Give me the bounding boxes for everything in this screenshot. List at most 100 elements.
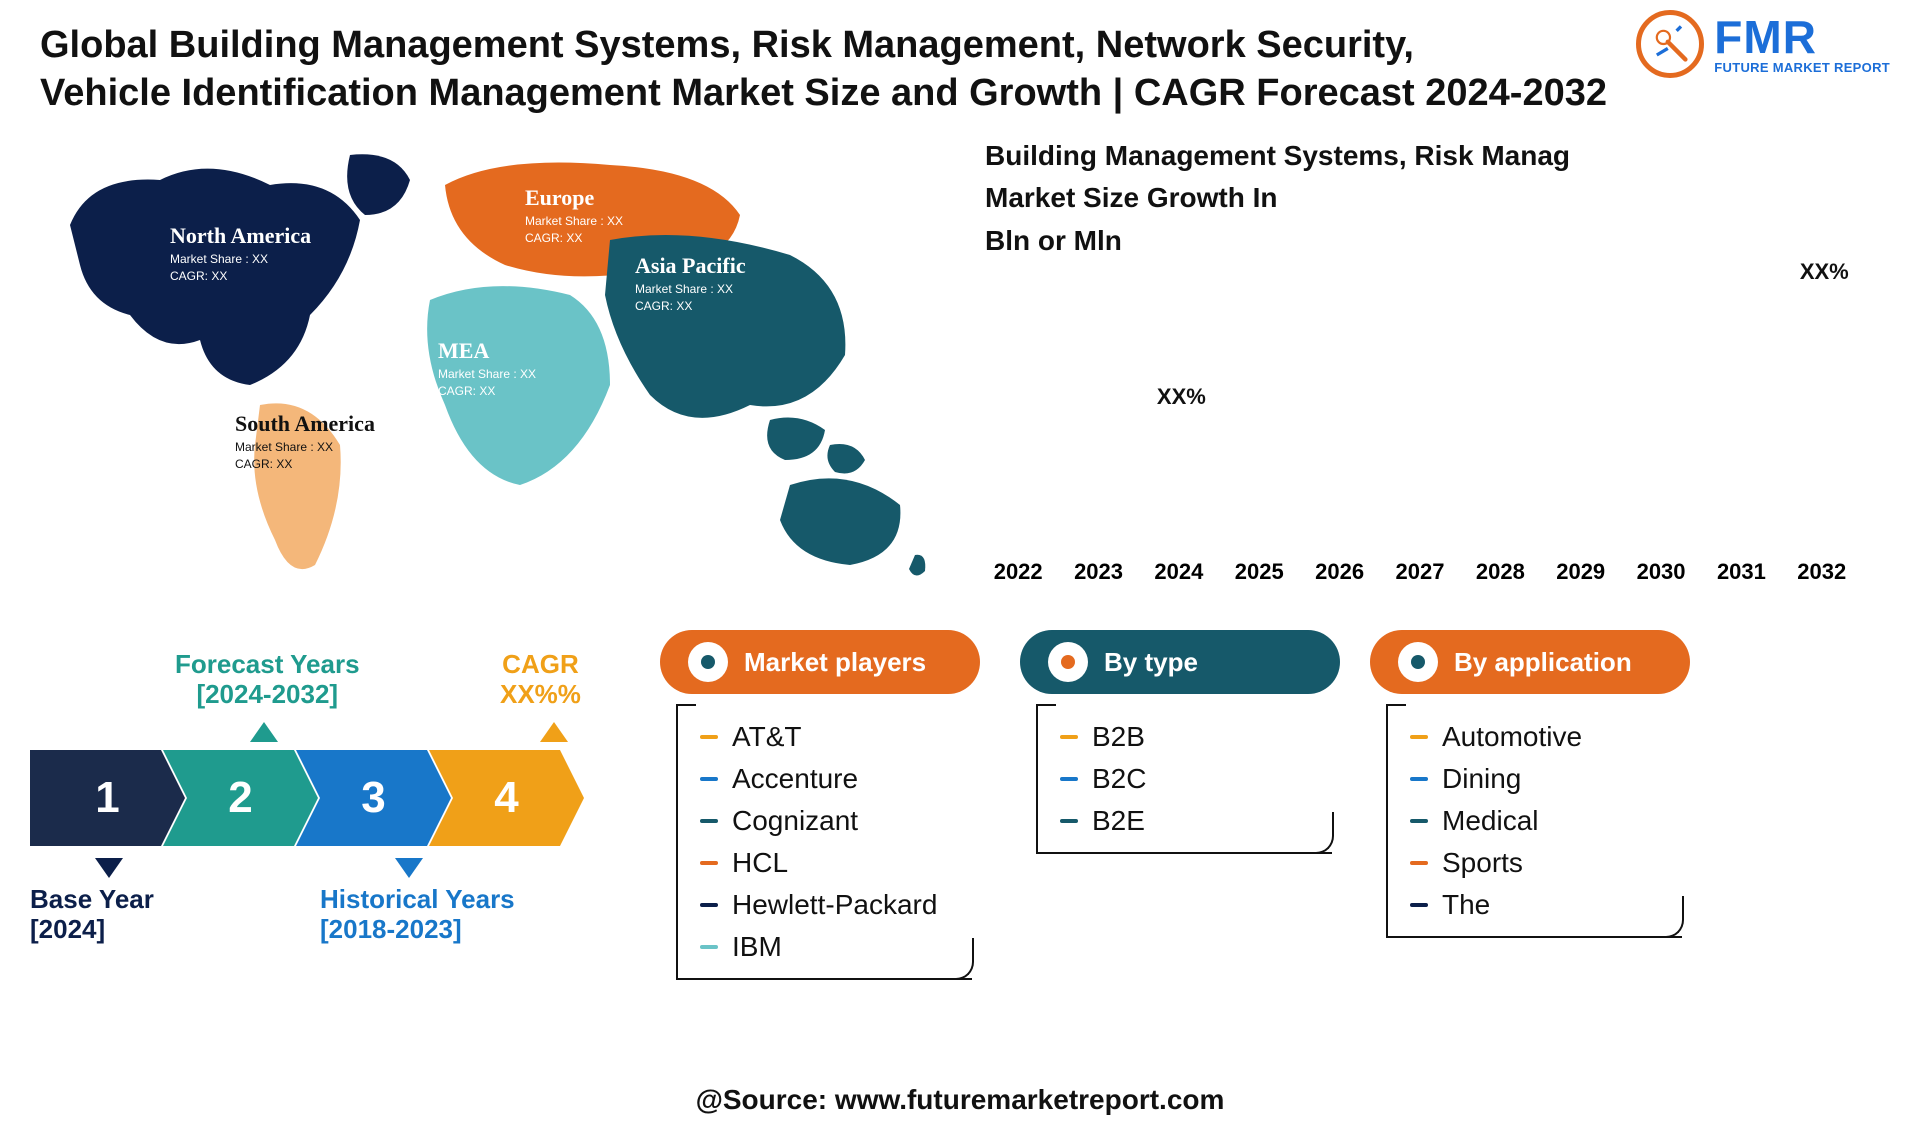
pill-dot-icon	[1398, 642, 1438, 682]
list-item-label: Dining	[1442, 763, 1521, 795]
section-by-type: By type B2B B2C B2E	[1020, 630, 1340, 854]
section-label: By application	[1454, 647, 1632, 678]
fmr-logo: FMR FUTURE MARKET REPORT	[1636, 10, 1890, 78]
growth-bar-chart: Building Management Systems, Risk Manag …	[985, 138, 1865, 585]
list-item: Dining	[1388, 758, 1682, 800]
cagr-label-2032: XX%	[1800, 259, 1849, 285]
pill-dot-icon	[1048, 642, 1088, 682]
list-item-label: Automotive	[1442, 721, 1582, 753]
list-item-label: AT&T	[732, 721, 801, 753]
year-label-2025: 2025	[1226, 559, 1292, 585]
section-pill: Market players	[660, 630, 980, 694]
list-item-label: HCL	[732, 847, 788, 879]
list-item: Medical	[1388, 800, 1682, 842]
bullet-icon	[1410, 819, 1428, 823]
section-list: Automotive Dining Medical Sports The	[1386, 706, 1682, 938]
list-item: IBM	[678, 926, 972, 968]
year-label-2026: 2026	[1306, 559, 1372, 585]
region-label-north-america: North AmericaMarket Share : XXCAGR: XX	[170, 225, 311, 285]
list-item-label: The	[1442, 889, 1490, 921]
year-label-2029: 2029	[1548, 559, 1614, 585]
year-label-2030: 2030	[1628, 559, 1694, 585]
year-label-2024: 2024	[1146, 559, 1212, 585]
pill-dot-icon	[688, 642, 728, 682]
list-item: The	[1388, 884, 1682, 926]
section-list: B2B B2C B2E	[1036, 706, 1332, 854]
year-label-2023: 2023	[1065, 559, 1131, 585]
list-item-label: B2B	[1092, 721, 1145, 753]
bullet-icon	[1410, 903, 1428, 907]
world-map: North AmericaMarket Share : XXCAGR: XX So…	[50, 145, 950, 585]
section-pill: By type	[1020, 630, 1340, 694]
list-item-label: Cognizant	[732, 805, 858, 837]
list-item: Automotive	[1388, 716, 1682, 758]
timeline-chevrons: Forecast Years[2024-2032]CAGRXX%%1234Bas…	[30, 660, 620, 760]
list-item: HCL	[678, 842, 972, 884]
year-label-2027: 2027	[1387, 559, 1453, 585]
logo-tagline: FUTURE MARKET REPORT	[1714, 60, 1890, 75]
region-label-mea: MEAMarket Share : XXCAGR: XX	[438, 340, 536, 400]
list-item-label: B2C	[1092, 763, 1146, 795]
bullet-icon	[700, 735, 718, 739]
chart-title-1: Building Management Systems, Risk Manag	[985, 138, 1865, 174]
page-title: Global Building Management Systems, Risk…	[40, 22, 1660, 117]
chart-title-3: Bln or Mln	[985, 223, 1865, 259]
chart-canvas: 2022 2023 2024 2025 2026 2027 2028 2029 2030 2031…	[985, 265, 1855, 585]
list-item: B2B	[1038, 716, 1332, 758]
triangle-up-icon	[540, 722, 568, 742]
section-label: Market players	[744, 647, 926, 678]
region-label-europe: EuropeMarket Share : XXCAGR: XX	[525, 187, 623, 247]
section-market-players: Market players AT&T Accenture Cognizant HCL H…	[660, 630, 980, 980]
telescope-icon	[1636, 10, 1704, 78]
source-credit: @Source: www.futuremarketreport.com	[0, 1084, 1920, 1116]
bullet-icon	[1410, 861, 1428, 865]
list-item-label: Hewlett-Packard	[732, 889, 937, 921]
year-label-2031: 2031	[1708, 559, 1774, 585]
bullet-icon	[700, 819, 718, 823]
list-item: Cognizant	[678, 800, 972, 842]
list-item-label: IBM	[732, 931, 782, 963]
list-item-label: B2E	[1092, 805, 1145, 837]
region-nz	[909, 555, 925, 576]
region-greenland	[347, 154, 410, 215]
list-item: Sports	[1388, 842, 1682, 884]
list-item-label: Sports	[1442, 847, 1523, 879]
logo-brand: FMR	[1714, 14, 1890, 60]
timeline-step-1: 1	[30, 750, 185, 846]
bullet-icon	[1060, 777, 1078, 781]
cagr-label-2024: XX%	[1157, 384, 1206, 410]
chart-title-2: Market Size Growth In	[985, 180, 1865, 216]
triangle-down-icon	[395, 858, 423, 878]
list-item: Accenture	[678, 758, 972, 800]
list-item-label: Medical	[1442, 805, 1538, 837]
bar-group	[985, 284, 1855, 549]
bullet-icon	[1060, 819, 1078, 823]
bullet-icon	[700, 777, 718, 781]
region-label-asia-pacific: Asia PacificMarket Share : XXCAGR: XX	[635, 255, 746, 315]
year-label-2028: 2028	[1467, 559, 1533, 585]
year-axis: 2022 2023 2024 2025 2026 2027 2028 2029 2030 2031…	[985, 559, 1855, 585]
triangle-up-icon	[250, 722, 278, 742]
bullet-icon	[700, 945, 718, 949]
list-item: Hewlett-Packard	[678, 884, 972, 926]
year-label-2032: 2032	[1789, 559, 1855, 585]
bullet-icon	[1410, 777, 1428, 781]
region-sea-islands	[767, 418, 865, 474]
region-australia	[780, 478, 900, 565]
bullet-icon	[1060, 735, 1078, 739]
region-label-south-america: South AmericaMarket Share : XXCAGR: XX	[235, 413, 375, 473]
timeline-step-2: 2	[163, 750, 318, 846]
bullet-icon	[700, 903, 718, 907]
timeline-step-4: 4	[429, 750, 584, 846]
list-item: AT&T	[678, 716, 972, 758]
title-line-2: Vehicle Identification Management Market…	[40, 70, 1660, 118]
year-label-2022: 2022	[985, 559, 1051, 585]
bullet-icon	[1410, 735, 1428, 739]
triangle-down-icon	[95, 858, 123, 878]
list-item: B2C	[1038, 758, 1332, 800]
list-item-label: Accenture	[732, 763, 858, 795]
timeline-step-3: 3	[296, 750, 451, 846]
list-item: B2E	[1038, 800, 1332, 842]
section-list: AT&T Accenture Cognizant HCL Hewlett-Packard…	[676, 706, 972, 980]
title-line-1: Global Building Management Systems, Risk…	[40, 22, 1660, 70]
